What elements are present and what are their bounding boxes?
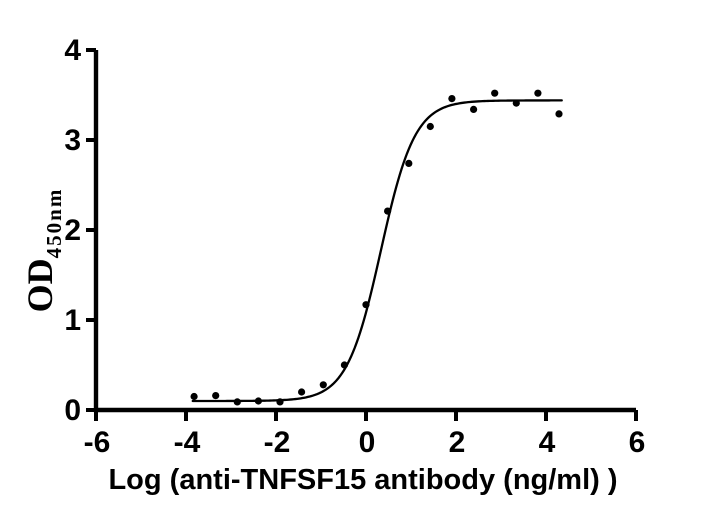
data-point (276, 398, 284, 406)
data-point (534, 89, 542, 97)
data-point (491, 89, 499, 97)
y-tick-label: 0 (64, 394, 81, 427)
y-tick-label: 4 (64, 34, 81, 67)
x-tick-labels: -6 -4 -2 0 2 4 6 (84, 426, 646, 459)
data-point (340, 361, 348, 369)
x-tick-label: 2 (449, 426, 466, 459)
y-axis-title-subscript: 450nm (42, 188, 66, 259)
y-tick-label: 3 (64, 124, 81, 157)
x-tick-label: 6 (629, 426, 646, 459)
data-point (470, 105, 478, 113)
tick-marks-group (86, 48, 638, 421)
data-points-group (190, 89, 563, 406)
data-point (448, 95, 456, 103)
x-axis-title: Log (anti-TNFSF15 antibody (ng/ml) ) (108, 464, 617, 496)
data-point (298, 388, 306, 396)
y-tick-labels: 0 1 2 3 4 (64, 34, 81, 427)
x-tick-label: 4 (539, 426, 556, 459)
y-axis-title-main: OD (20, 258, 60, 312)
axes-group (93, 50, 636, 413)
data-point (254, 397, 262, 405)
fit-curve-line (191, 99, 563, 403)
data-point (362, 301, 370, 309)
data-point (212, 392, 220, 400)
y-axis-title-group: OD450nm (20, 188, 66, 313)
y-tick-label: 2 (64, 214, 81, 247)
data-point (190, 392, 198, 401)
x-tick-label: -6 (84, 426, 111, 459)
data-point (384, 207, 392, 215)
data-point (555, 110, 563, 118)
data-point (233, 398, 241, 406)
data-point (426, 122, 434, 131)
x-tick-label: -4 (174, 426, 201, 459)
data-point (319, 381, 327, 389)
y-axis-title: OD450nm (20, 188, 66, 313)
data-point (405, 159, 413, 167)
axis-frame (93, 50, 636, 413)
y-tick-label: 1 (64, 304, 81, 337)
x-tick-label: -2 (264, 426, 291, 459)
fit-curve-group (191, 99, 563, 403)
x-tick-label: 0 (359, 426, 376, 459)
data-point (512, 99, 520, 107)
